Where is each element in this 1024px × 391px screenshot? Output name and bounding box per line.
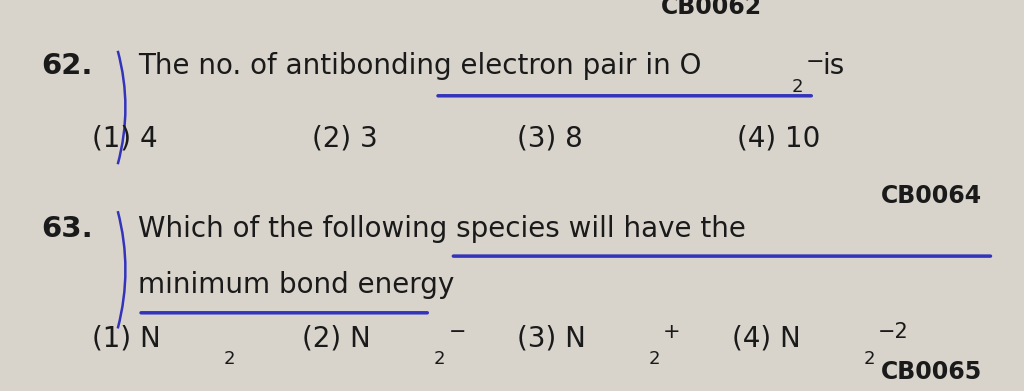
Text: Which of the following species will have the: Which of the following species will have…: [138, 215, 746, 242]
Text: 63.: 63.: [41, 215, 93, 242]
Text: (4) 10: (4) 10: [737, 125, 820, 152]
Text: −2: −2: [878, 322, 908, 342]
Text: (3) 8: (3) 8: [517, 125, 583, 152]
Text: (2) N: (2) N: [302, 324, 371, 352]
Text: 2: 2: [223, 350, 234, 368]
Text: −: −: [806, 52, 824, 72]
Text: (4) N: (4) N: [732, 324, 801, 352]
Text: The no. of antibonding electron pair in O: The no. of antibonding electron pair in …: [138, 52, 701, 80]
Text: 2: 2: [792, 78, 803, 96]
Text: CB0062: CB0062: [662, 0, 762, 19]
Text: CB0064: CB0064: [881, 184, 982, 208]
Text: (3) N: (3) N: [517, 324, 586, 352]
Text: (1) N: (1) N: [92, 324, 161, 352]
Text: (1) 4: (1) 4: [92, 125, 158, 152]
Text: minimum bond energy: minimum bond energy: [138, 271, 455, 299]
Text: is: is: [822, 52, 845, 80]
Text: 2: 2: [433, 350, 444, 368]
Text: 2: 2: [648, 350, 659, 368]
Text: 2: 2: [863, 350, 874, 368]
Text: (2) 3: (2) 3: [312, 125, 378, 152]
Text: −: −: [449, 322, 466, 342]
Text: CB0065: CB0065: [881, 360, 982, 384]
Text: +: +: [663, 322, 680, 342]
Text: 62.: 62.: [41, 52, 92, 80]
